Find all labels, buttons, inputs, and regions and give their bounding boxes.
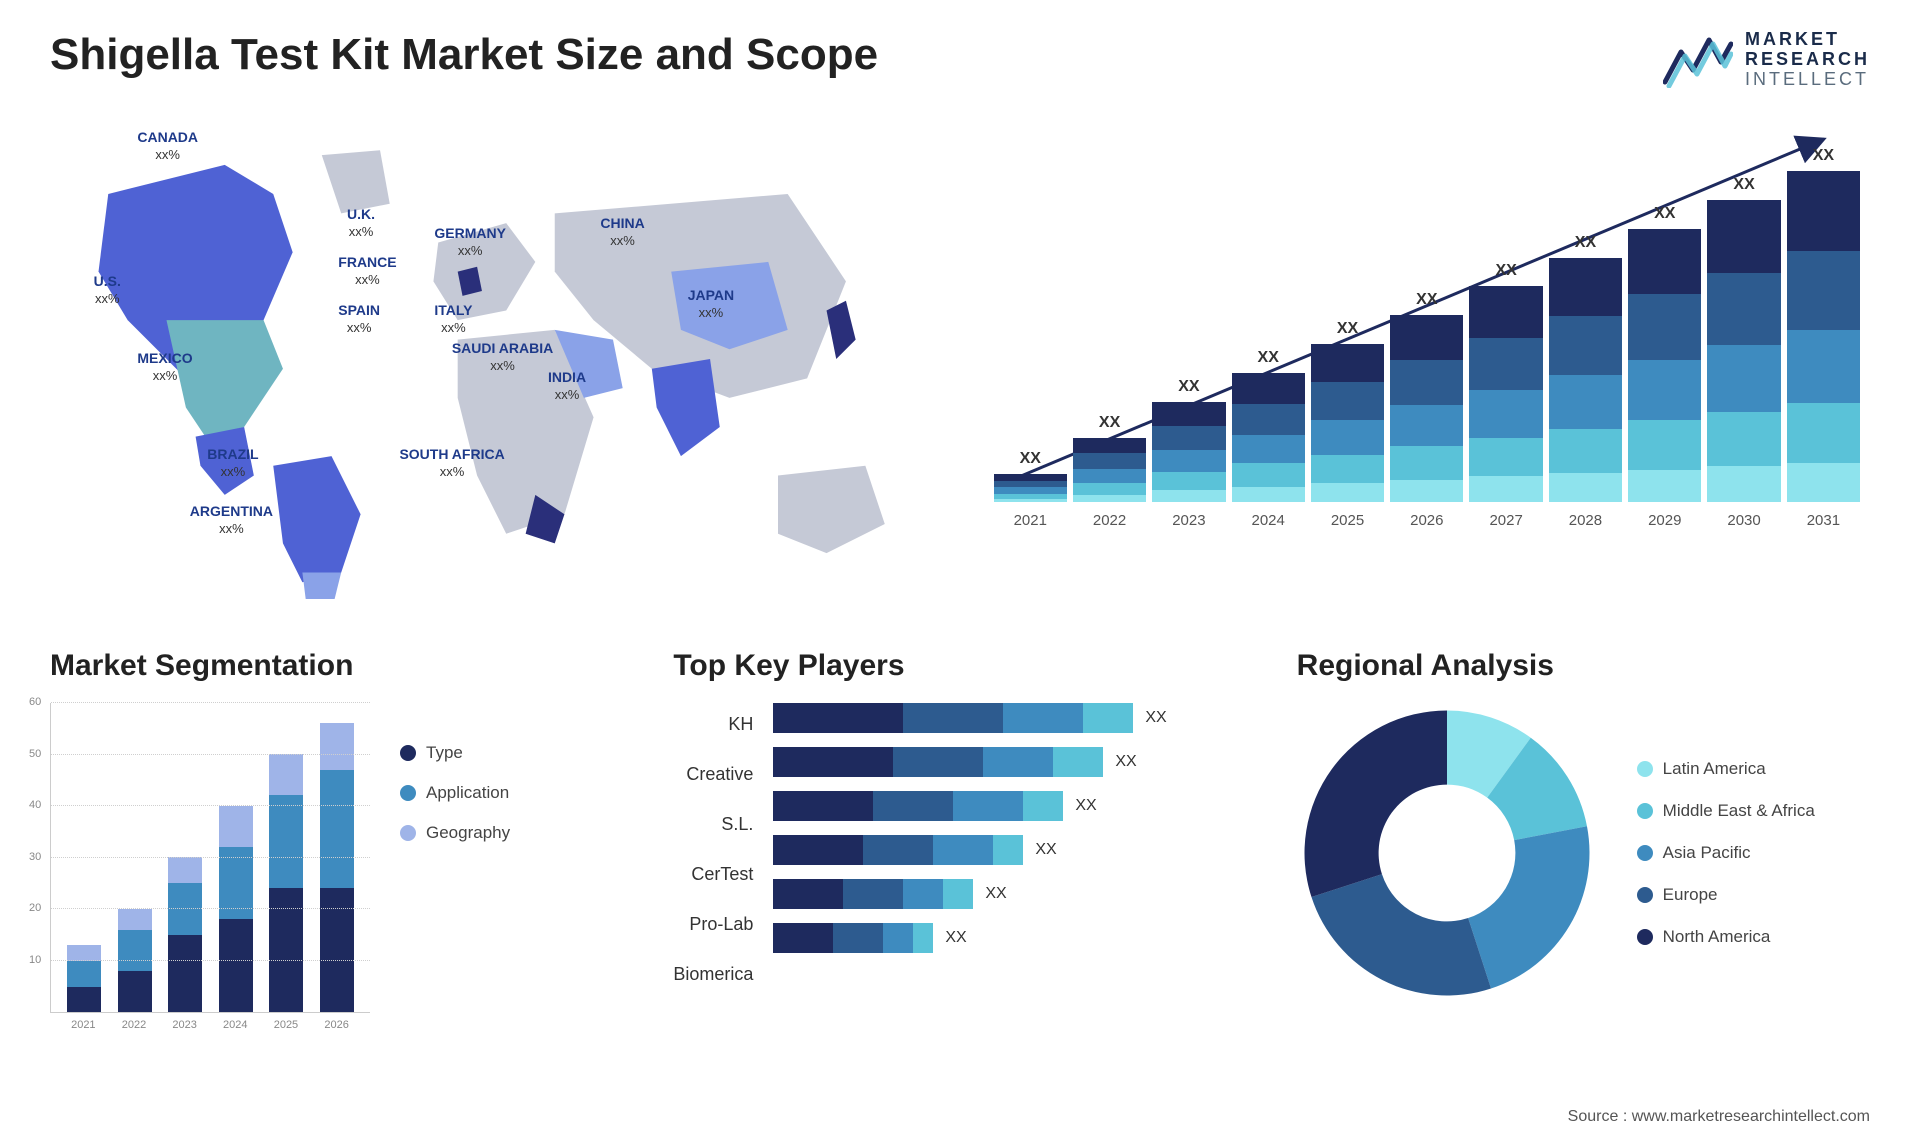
regional-legend-europe: Europe bbox=[1637, 885, 1815, 905]
map-label-india: INDIAxx% bbox=[548, 369, 586, 403]
forecast-bar-2031: XX2031 bbox=[1787, 147, 1860, 529]
source-label: Source : www.marketresearchintellect.com bbox=[1568, 1108, 1870, 1126]
logo-icon bbox=[1663, 32, 1733, 88]
segmentation-title: Market Segmentation bbox=[50, 649, 623, 683]
kp-bar-s-l-: XX bbox=[773, 791, 1246, 821]
forecast-bar-2023: XX2023 bbox=[1152, 378, 1225, 530]
segmentation-legend: Type Application Geography bbox=[400, 743, 510, 1031]
kp-bar-biomerica: XX bbox=[773, 923, 1246, 953]
regional-legend: Latin America Middle East & Africa Asia Pa… bbox=[1637, 759, 1815, 947]
forecast-bar-2025: XX2025 bbox=[1311, 320, 1384, 529]
logo: MARKET RESEARCH INTELLECT bbox=[1663, 30, 1870, 89]
donut-seg-europe bbox=[1311, 875, 1491, 996]
kp-label-kh: KH bbox=[673, 709, 753, 739]
forecast-bar-2027: XX2027 bbox=[1469, 262, 1542, 529]
forecast-bar-2030: XX2030 bbox=[1707, 176, 1780, 529]
map-label-italy: ITALYxx% bbox=[434, 302, 472, 336]
kp-bar-pro-lab: XX bbox=[773, 879, 1246, 909]
bottom-row: Market Segmentation 102030405060 2021202… bbox=[50, 649, 1870, 1069]
map-label-spain: SPAINxx% bbox=[338, 302, 380, 336]
regional-legend-latin-america: Latin America bbox=[1637, 759, 1815, 779]
regional-panel: Regional Analysis Latin America Middle Ea… bbox=[1297, 649, 1870, 1069]
kp-label-s-l-: S.L. bbox=[673, 809, 753, 839]
forecast-bar-2028: XX2028 bbox=[1549, 234, 1622, 530]
logo-text: MARKET RESEARCH INTELLECT bbox=[1745, 30, 1870, 89]
seg-legend-geography: Geography bbox=[400, 823, 510, 843]
forecast-bar-2022: XX2022 bbox=[1073, 414, 1146, 530]
regional-legend-asia-pacific: Asia Pacific bbox=[1637, 843, 1815, 863]
regional-title: Regional Analysis bbox=[1297, 649, 1870, 683]
kp-label-pro-lab: Pro-Lab bbox=[673, 909, 753, 939]
key-players-bars: XX XX XX XX XX XX bbox=[773, 703, 1246, 989]
key-players-labels: KH Creative S.L. CerTest Pro-Lab Biomerica bbox=[673, 703, 753, 989]
map-label-france: FRANCExx% bbox=[338, 254, 396, 288]
map-label-u.k.: U.K.xx% bbox=[347, 206, 375, 240]
segmentation-chart: 102030405060 bbox=[50, 703, 370, 1013]
map-label-germany: GERMANYxx% bbox=[434, 225, 506, 259]
page-title: Shigella Test Kit Market Size and Scope bbox=[50, 30, 878, 80]
regional-legend-north-america: North America bbox=[1637, 927, 1815, 947]
kp-label-biomerica: Biomerica bbox=[673, 959, 753, 989]
seg-bar-2021 bbox=[67, 945, 101, 1012]
map-label-canada: CANADAxx% bbox=[137, 129, 198, 163]
top-row: CANADAxx% U.S.xx% MEXICOxx% U.K.xx% FRANCExx… bbox=[50, 119, 1870, 599]
seg-bar-2025 bbox=[269, 754, 303, 1012]
regional-donut-chart bbox=[1297, 703, 1597, 1003]
kp-bar-certest: XX bbox=[773, 835, 1246, 865]
donut-seg-asia-pacific bbox=[1468, 827, 1589, 989]
kp-label-certest: CerTest bbox=[673, 859, 753, 889]
kp-label-creative: Creative bbox=[673, 759, 753, 789]
forecast-bar-2021: XX2021 bbox=[994, 450, 1067, 530]
forecast-bar-2026: XX2026 bbox=[1390, 291, 1463, 529]
donut-seg-north-america bbox=[1304, 711, 1447, 898]
map-label-brazil: BRAZILxx% bbox=[207, 446, 258, 480]
seg-legend-type: Type bbox=[400, 743, 510, 763]
seg-bar-2026 bbox=[320, 723, 354, 1012]
forecast-bar-2024: XX2024 bbox=[1232, 349, 1305, 530]
key-players-panel: Top Key Players KH Creative S.L. CerTest Pro… bbox=[673, 649, 1246, 1069]
map-label-mexico: MEXICOxx% bbox=[137, 350, 192, 384]
map-label-south-africa: SOUTH AFRICAxx% bbox=[399, 446, 504, 480]
map-label-saudi-arabia: SAUDI ARABIAxx% bbox=[452, 340, 553, 374]
map-label-japan: JAPANxx% bbox=[688, 287, 734, 321]
map-label-argentina: ARGENTINAxx% bbox=[190, 503, 273, 537]
map-label-u.s.: U.S.xx% bbox=[94, 273, 121, 307]
seg-legend-application: Application bbox=[400, 783, 510, 803]
forecast-chart: XX2021XX2022XX2023XX2024XX2025XX2026XX20… bbox=[984, 119, 1870, 599]
world-map: CANADAxx% U.S.xx% MEXICOxx% U.K.xx% FRANCExx… bbox=[50, 119, 924, 599]
forecast-bar-2029: XX2029 bbox=[1628, 205, 1701, 530]
map-label-china: CHINAxx% bbox=[600, 215, 644, 249]
regional-legend-middle-east-africa: Middle East & Africa bbox=[1637, 801, 1815, 821]
header: Shigella Test Kit Market Size and Scope … bbox=[50, 30, 1870, 89]
segmentation-panel: Market Segmentation 102030405060 2021202… bbox=[50, 649, 623, 1069]
kp-bar-creative: XX bbox=[773, 747, 1246, 777]
key-players-title: Top Key Players bbox=[673, 649, 1246, 683]
seg-bar-2023 bbox=[168, 857, 202, 1012]
kp-bar-kh: XX bbox=[773, 703, 1246, 733]
